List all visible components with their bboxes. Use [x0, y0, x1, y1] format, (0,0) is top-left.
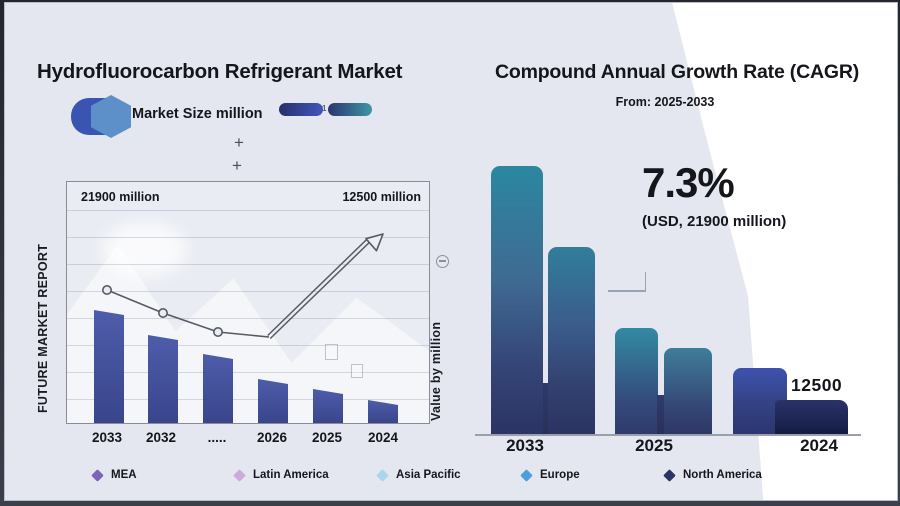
y-axis-label: Value by million: [429, 321, 443, 421]
left-bar: [94, 310, 124, 423]
plus-decoration-bottom: +: [232, 156, 242, 175]
ratio-pill-left: [279, 103, 323, 116]
x-axis-tick-label: 2033: [91, 430, 123, 445]
left-bar: [148, 335, 178, 423]
cagr-value: 7.3%: [642, 159, 735, 206]
value-annotation: 12500: [791, 375, 843, 395]
gridline: [67, 210, 429, 211]
gridline: [67, 291, 429, 292]
cagr-bar-bridge: [657, 395, 664, 435]
cagr-subtitle: From: 2025-2033: [615, 95, 715, 109]
legend-diamond-icon: [233, 468, 246, 482]
legend-item: North America: [663, 468, 762, 482]
gridline: [67, 264, 429, 265]
x-axis-tick-label: 2024: [367, 430, 399, 445]
cagr-bar-secondary: [664, 348, 712, 435]
left-bar: [368, 400, 398, 423]
x-axis-tick-label: .....: [207, 430, 227, 445]
legend-label: Europe: [540, 469, 580, 481]
market-size-label: Market Size million: [132, 106, 263, 122]
callout-line: [608, 290, 646, 292]
cagr-bar-secondary: [548, 247, 595, 435]
legend-label: MEA: [111, 469, 137, 481]
ghost-note-icon: [325, 344, 338, 360]
legend-diamond-icon: [91, 468, 104, 482]
trend-line-and-arrow: [101, 233, 384, 340]
gridline: [67, 237, 429, 238]
x-axis-tick-label: 2024: [800, 436, 838, 455]
legend-diamond-icon: [376, 468, 389, 482]
legend-label: Asia Pacific: [396, 469, 461, 481]
market-size-chart: 21900 million 12500 million: [66, 181, 430, 424]
gridline: [67, 345, 429, 346]
legend-diamond-icon: [663, 468, 676, 482]
ratio-pill-right: [328, 103, 372, 116]
x-axis-tick-label: 2026: [256, 430, 288, 445]
legend-item: Asia Pacific: [376, 468, 461, 482]
left-bar: [258, 379, 288, 423]
callout-line: [644, 272, 646, 291]
x-axis-tick-label: 2032: [145, 430, 177, 445]
legend-label: North America: [683, 469, 762, 481]
legend-item: Europe: [520, 468, 580, 482]
page-title: Hydrofluorocarbon Refrigerant Market: [37, 60, 403, 83]
cagr-title: Compound Annual Growth Rate (CAGR): [494, 61, 860, 83]
legend-item: MEA: [91, 468, 137, 482]
zoom-out-icon: [436, 255, 449, 268]
cagr-bar-primary: [615, 328, 658, 435]
cagr-basis: (USD, 21900 million): [642, 213, 787, 230]
glow-decoration: [102, 222, 187, 277]
gridline: [67, 399, 429, 400]
x-axis-tick-label: 2025: [635, 436, 673, 455]
end-value-label: 12500 million: [342, 190, 421, 204]
gridline: [67, 318, 429, 319]
infographic-canvas: Hydrofluorocarbon Refrigerant Market Mar…: [4, 2, 898, 501]
legend-diamond-icon: [520, 468, 533, 482]
ghost-note-icon: [351, 364, 363, 378]
cagr-bar-primary: [491, 166, 543, 435]
legend-item: Latin America: [233, 468, 329, 482]
legend-label: Latin America: [253, 469, 329, 481]
x-axis-tick-label: 2025: [311, 430, 343, 445]
left-bar: [313, 389, 343, 423]
plus-decoration-top: +: [234, 133, 244, 152]
start-value-label: 21900 million: [81, 190, 160, 204]
cagr-bar-secondary: [775, 400, 848, 435]
x-axis-tick-label: 2033: [506, 436, 544, 455]
x-axis-line: [475, 434, 861, 436]
vertical-watermark: FUTURE MARKET REPORT: [36, 243, 50, 413]
gridline: [67, 372, 429, 373]
cagr-bar-bridge: [543, 383, 548, 435]
ratio-separator: 1: [322, 104, 327, 113]
left-bar: [203, 354, 233, 423]
